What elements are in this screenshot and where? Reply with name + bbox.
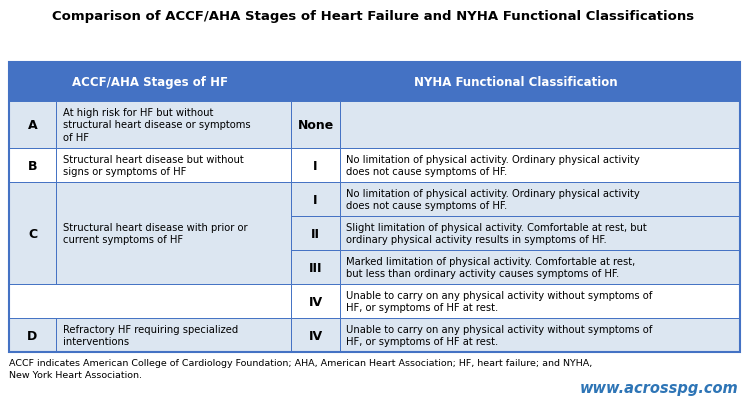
FancyBboxPatch shape: [340, 217, 740, 251]
Text: Refractory HF requiring specialized
interventions: Refractory HF requiring specialized inte…: [63, 324, 239, 347]
Text: C: C: [28, 227, 37, 240]
Text: Slight limitation of physical activity. Comfortable at rest, but
ordinary physic: Slight limitation of physical activity. …: [346, 222, 647, 245]
Text: Structural heart disease with prior or
current symptoms of HF: Structural heart disease with prior or c…: [63, 222, 248, 245]
FancyBboxPatch shape: [291, 149, 340, 183]
Text: No limitation of physical activity. Ordinary physical activity
does not cause sy: No limitation of physical activity. Ordi…: [346, 155, 639, 177]
Text: www.acrosspg.com: www.acrosspg.com: [579, 380, 738, 395]
FancyBboxPatch shape: [9, 63, 291, 101]
FancyBboxPatch shape: [9, 284, 56, 318]
FancyBboxPatch shape: [291, 251, 340, 284]
Text: IV: IV: [309, 329, 323, 342]
FancyBboxPatch shape: [9, 251, 56, 284]
FancyBboxPatch shape: [56, 183, 291, 284]
Text: I: I: [313, 193, 318, 206]
Text: None: None: [297, 119, 334, 132]
Text: Unable to carry on any physical activity without symptoms of
HF, or symptoms of : Unable to carry on any physical activity…: [346, 290, 652, 313]
FancyBboxPatch shape: [56, 251, 291, 284]
Text: A: A: [28, 119, 37, 132]
Text: Marked limitation of physical activity. Comfortable at rest,
but less than ordin: Marked limitation of physical activity. …: [346, 256, 635, 279]
Text: Structural heart disease with prior or
current symptoms of HF: Structural heart disease with prior or c…: [63, 188, 248, 211]
Text: IV: IV: [309, 295, 323, 308]
FancyBboxPatch shape: [9, 183, 56, 284]
FancyBboxPatch shape: [291, 318, 340, 352]
Text: Comparison of ACCF/AHA Stages of Heart Failure and NYHA Functional Classificatio: Comparison of ACCF/AHA Stages of Heart F…: [52, 10, 695, 23]
FancyBboxPatch shape: [291, 284, 340, 318]
FancyBboxPatch shape: [340, 183, 740, 217]
FancyBboxPatch shape: [9, 284, 291, 318]
FancyBboxPatch shape: [56, 183, 291, 217]
FancyBboxPatch shape: [56, 284, 291, 318]
FancyBboxPatch shape: [9, 101, 56, 149]
FancyBboxPatch shape: [9, 183, 56, 217]
Text: Unable to carry on any physical activity without symptoms of
HF, or symptoms of : Unable to carry on any physical activity…: [346, 324, 652, 347]
FancyBboxPatch shape: [340, 318, 740, 352]
FancyBboxPatch shape: [340, 149, 740, 183]
FancyBboxPatch shape: [9, 217, 56, 251]
FancyBboxPatch shape: [291, 63, 740, 101]
Text: B: B: [28, 159, 37, 172]
FancyBboxPatch shape: [56, 217, 291, 251]
Text: D: D: [28, 329, 37, 342]
Text: At high risk for HF but without
structural heart disease or symptoms
of HF: At high risk for HF but without structur…: [63, 108, 251, 143]
Text: ACCF/AHA Stages of HF: ACCF/AHA Stages of HF: [72, 75, 228, 89]
FancyBboxPatch shape: [56, 101, 291, 149]
Text: NYHA Functional Classification: NYHA Functional Classification: [414, 75, 617, 89]
Text: I: I: [313, 159, 318, 172]
Text: III: III: [309, 261, 323, 274]
FancyBboxPatch shape: [56, 149, 291, 183]
Text: No limitation of physical activity. Ordinary physical activity
does not cause sy: No limitation of physical activity. Ordi…: [346, 188, 639, 211]
FancyBboxPatch shape: [291, 183, 340, 217]
Text: II: II: [311, 227, 320, 240]
FancyBboxPatch shape: [340, 101, 740, 149]
FancyBboxPatch shape: [9, 149, 56, 183]
Text: ACCF indicates American College of Cardiology Foundation; AHA, American Heart As: ACCF indicates American College of Cardi…: [9, 358, 592, 379]
FancyBboxPatch shape: [291, 101, 340, 149]
FancyBboxPatch shape: [56, 318, 291, 352]
FancyBboxPatch shape: [340, 251, 740, 284]
FancyBboxPatch shape: [9, 318, 56, 352]
FancyBboxPatch shape: [291, 217, 340, 251]
Text: C: C: [28, 193, 37, 206]
FancyBboxPatch shape: [340, 284, 740, 318]
Text: Structural heart disease but without
signs or symptoms of HF: Structural heart disease but without sig…: [63, 155, 244, 177]
